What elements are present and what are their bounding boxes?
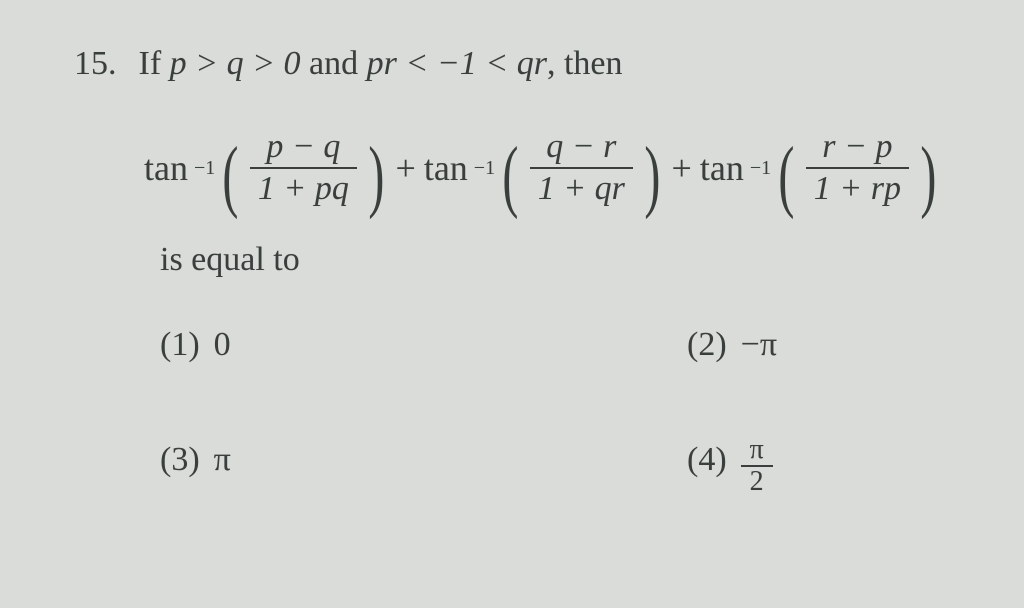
option-3-value: π: [214, 434, 231, 485]
stem-suffix: , then: [547, 45, 623, 82]
fn-tan-3: tan: [700, 141, 744, 195]
option-2: (2) −π: [687, 319, 964, 370]
option-3-marker: (3): [160, 434, 200, 485]
option-1: (1) 0: [160, 319, 437, 370]
frac1-den: 1 + pq: [250, 171, 357, 207]
option-1-marker: (1): [160, 319, 200, 370]
frac2-den: 1 + qr: [530, 171, 633, 207]
frac3-den: 1 + rp: [806, 171, 909, 207]
stem-prefix: If: [139, 45, 170, 82]
plus-2: +: [672, 141, 692, 195]
question-number: 15.: [74, 38, 117, 89]
lead-text: is equal to: [74, 234, 964, 285]
option-4: (4) π 2: [687, 422, 964, 496]
frac3-num: r − p: [814, 129, 900, 165]
option-4-frac-num: π: [750, 436, 764, 465]
option-4-fraction: π 2: [741, 436, 773, 496]
options-grid: (1) 0 (2) −π (3) π (4) π 2: [74, 319, 964, 496]
fn-tan-1: tan: [144, 141, 188, 195]
exp-3: −1: [750, 153, 771, 183]
condition-1: p > q > 0: [170, 45, 301, 82]
fraction-1: p − q 1 + pq: [250, 129, 357, 206]
frac2-num: q − r: [538, 129, 624, 165]
plus-1: +: [396, 141, 416, 195]
option-2-marker: (2): [687, 319, 727, 370]
fraction-2: q − r 1 + qr: [530, 129, 633, 206]
option-1-value: 0: [214, 319, 231, 370]
exp-1: −1: [194, 153, 215, 183]
exp-2: −1: [474, 153, 495, 183]
option-3: (3) π: [160, 422, 437, 496]
option-4-frac-den: 2: [750, 467, 764, 496]
fraction-3: r − p 1 + rp: [806, 129, 909, 206]
condition-2: pr < −1 < qr: [367, 45, 547, 82]
option-2-value: −π: [741, 319, 777, 370]
option-4-marker: (4): [687, 434, 727, 485]
expression: tan−1 ( p − q 1 + pq ) + tan−1 ( q − r 1…: [74, 129, 964, 206]
option-4-value: π 2: [741, 422, 773, 496]
stem-mid: and: [301, 45, 367, 82]
question-stem: If p > q > 0 and pr < −1 < qr, then: [139, 38, 623, 89]
fn-tan-2: tan: [424, 141, 468, 195]
frac1-num: p − q: [258, 129, 348, 165]
